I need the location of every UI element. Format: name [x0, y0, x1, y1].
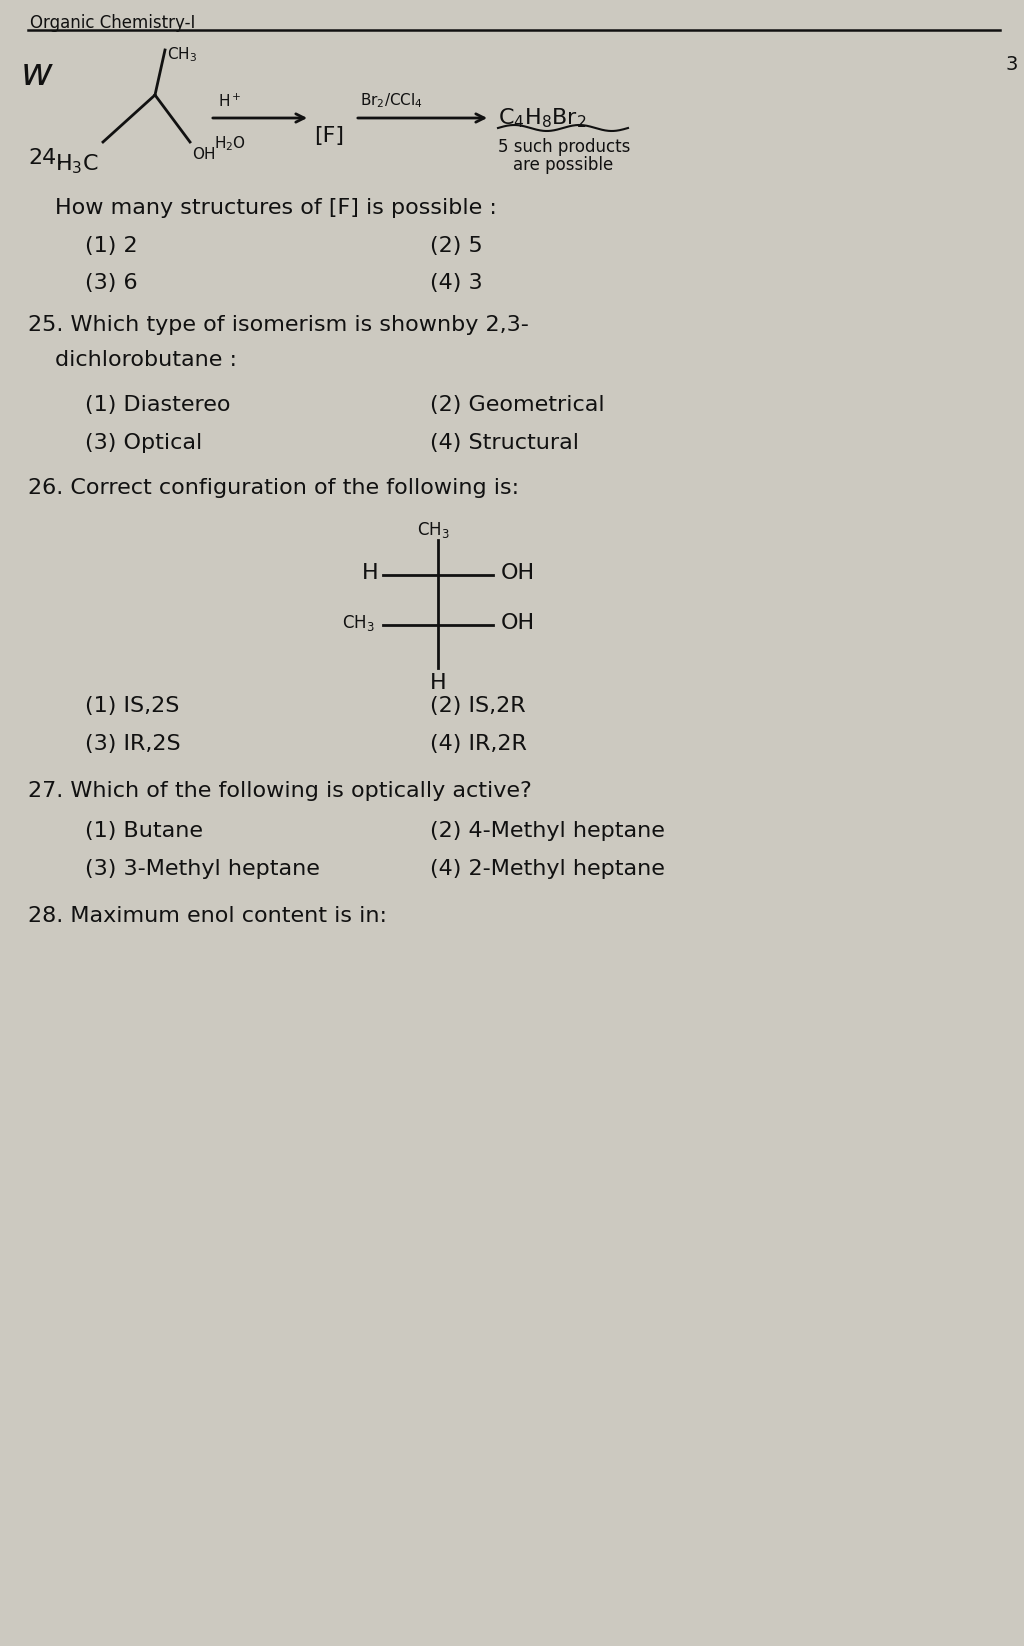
- Text: 25. Which type of isomerism is shownby 2,3-: 25. Which type of isomerism is shownby 2…: [28, 314, 528, 336]
- Text: (2) 5: (2) 5: [430, 235, 482, 257]
- Text: OH: OH: [501, 612, 536, 634]
- Text: OH: OH: [193, 146, 215, 161]
- Text: OH: OH: [501, 563, 536, 583]
- Text: 28. Maximum enol content is in:: 28. Maximum enol content is in:: [28, 905, 387, 927]
- Text: (2) 4-Methyl heptane: (2) 4-Methyl heptane: [430, 821, 665, 841]
- Text: (3) IR,2S: (3) IR,2S: [85, 734, 180, 754]
- Text: How many structures of [F] is possible :: How many structures of [F] is possible :: [55, 198, 497, 217]
- Text: (3) 6: (3) 6: [85, 273, 137, 293]
- Text: $\mathregular{CH_3}$: $\mathregular{CH_3}$: [167, 44, 198, 64]
- Text: dichlorobutane :: dichlorobutane :: [55, 351, 237, 370]
- Text: (4) 2-Methyl heptane: (4) 2-Methyl heptane: [430, 859, 665, 879]
- Text: $\mathregular{CH_3}$: $\mathregular{CH_3}$: [342, 612, 375, 634]
- Text: $\mathregular{H^+}$: $\mathregular{H^+}$: [218, 92, 242, 110]
- Text: (3) 3-Methyl heptane: (3) 3-Methyl heptane: [85, 859, 319, 879]
- Text: $\mathregular{H_3C}$: $\mathregular{H_3C}$: [55, 151, 98, 176]
- Text: (3) Optical: (3) Optical: [85, 433, 203, 453]
- Text: (2) Geometrical: (2) Geometrical: [430, 395, 604, 415]
- Text: 27. Which of the following is optically active?: 27. Which of the following is optically …: [28, 780, 531, 802]
- Text: (1) Butane: (1) Butane: [85, 821, 203, 841]
- Text: $\mathregular{Br_2/CCl_4}$: $\mathregular{Br_2/CCl_4}$: [360, 91, 423, 110]
- Text: $\mathit{w}$: $\mathit{w}$: [20, 54, 54, 94]
- Text: 3: 3: [1006, 54, 1018, 74]
- Text: (4) 3: (4) 3: [430, 273, 482, 293]
- Text: (1) 2: (1) 2: [85, 235, 137, 257]
- Text: $\mathregular{H_2O}$: $\mathregular{H_2O}$: [214, 133, 246, 153]
- Text: [F]: [F]: [314, 127, 344, 146]
- Text: $\mathregular{CH_3}$: $\mathregular{CH_3}$: [417, 520, 450, 540]
- Text: 26. Correct configuration of the following is:: 26. Correct configuration of the followi…: [28, 477, 519, 499]
- Text: are possible: are possible: [513, 156, 613, 174]
- Text: H: H: [430, 673, 446, 693]
- Text: H: H: [361, 563, 378, 583]
- Text: $\mathregular{C_4H_8Br_2}$: $\mathregular{C_4H_8Br_2}$: [498, 105, 587, 130]
- Text: (4) IR,2R: (4) IR,2R: [430, 734, 527, 754]
- Text: 5 such products: 5 such products: [498, 138, 631, 156]
- Text: 24.: 24.: [28, 148, 63, 168]
- Text: Organic Chemistry-I: Organic Chemistry-I: [30, 15, 196, 31]
- Text: (2) IS,2R: (2) IS,2R: [430, 696, 525, 716]
- Text: (4) Structural: (4) Structural: [430, 433, 579, 453]
- Text: (1) IS,2S: (1) IS,2S: [85, 696, 179, 716]
- Text: (1) Diastereo: (1) Diastereo: [85, 395, 230, 415]
